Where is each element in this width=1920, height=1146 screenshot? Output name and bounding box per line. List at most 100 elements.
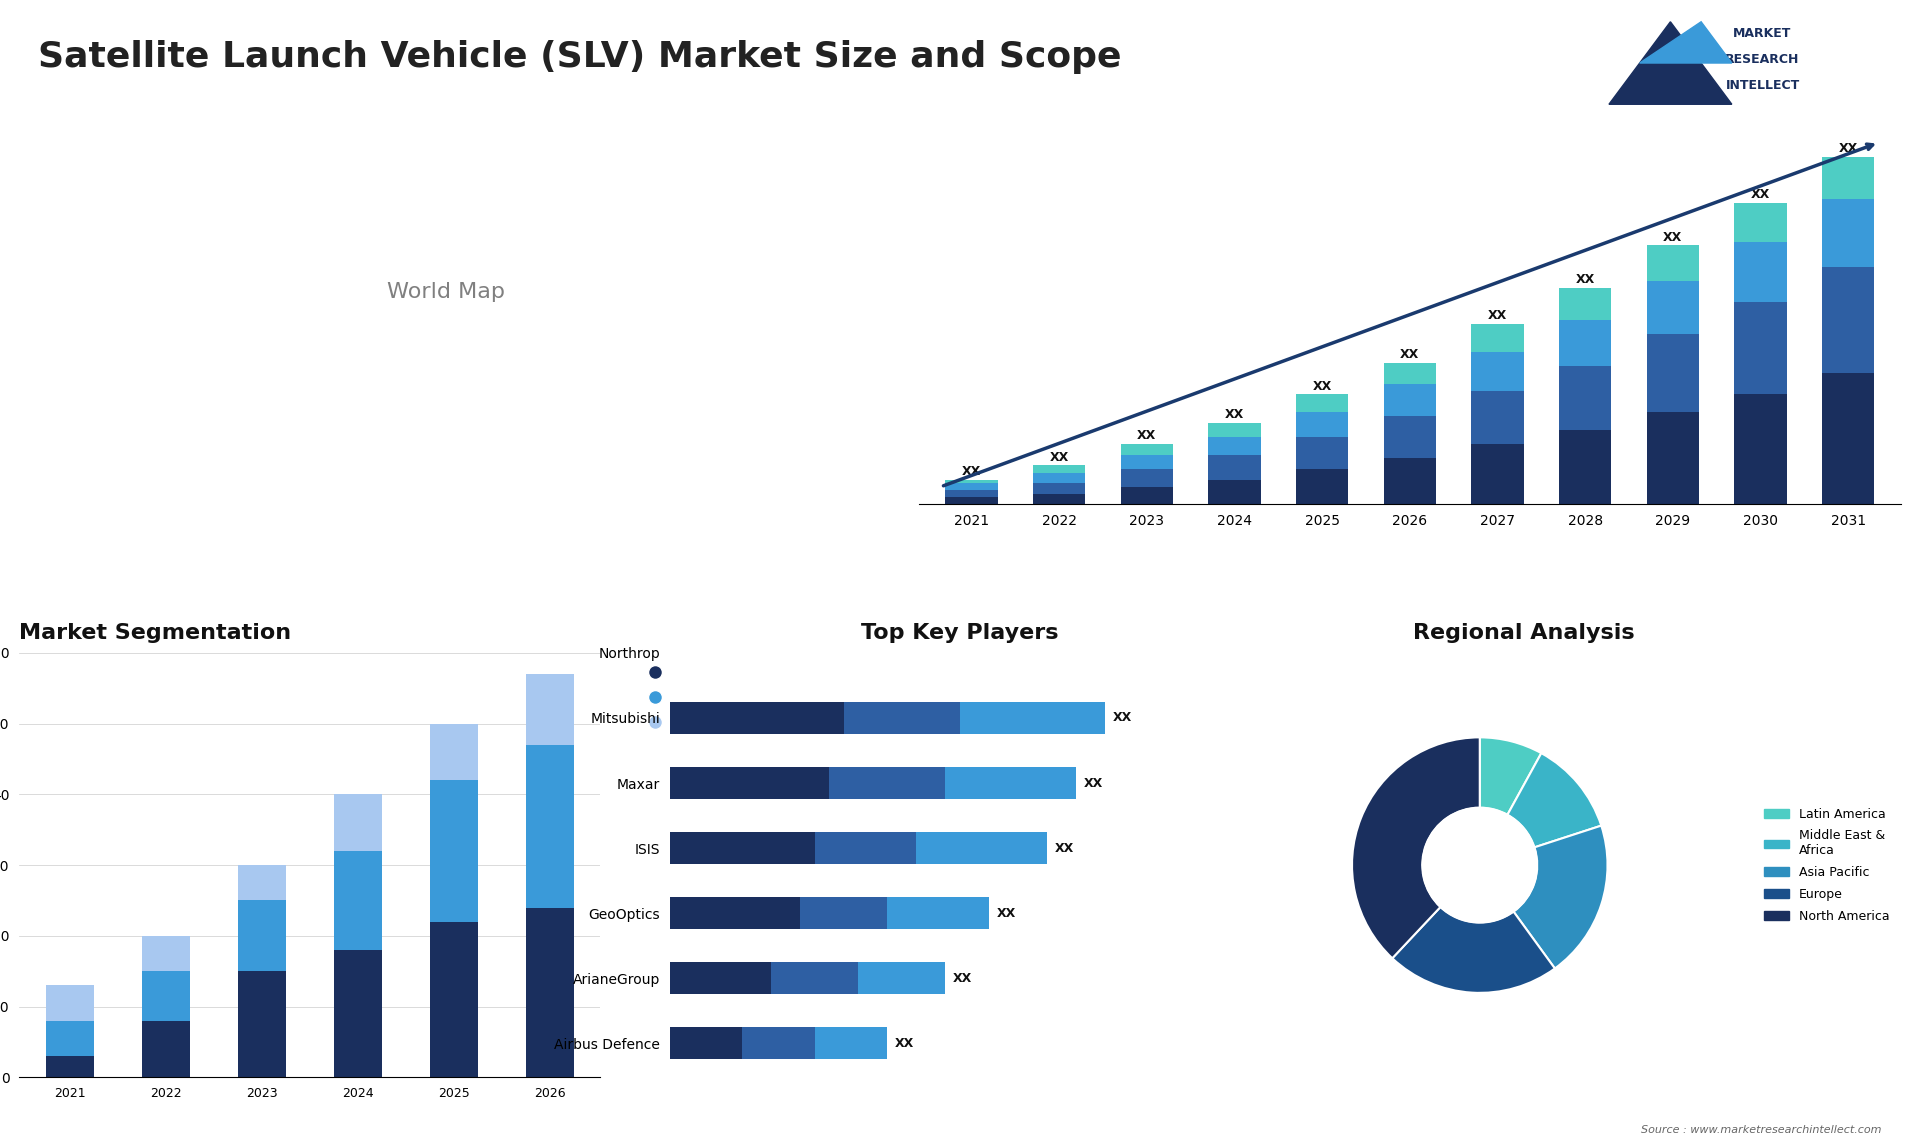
Bar <box>1734 203 1788 242</box>
Text: XX: XX <box>1576 273 1596 286</box>
Bar <box>238 971 286 1077</box>
Bar <box>1734 394 1788 504</box>
Bar <box>772 961 858 995</box>
Legend: Latin America, Middle East &
Africa, Asia Pacific, Europe, North America: Latin America, Middle East & Africa, Asi… <box>1759 802 1895 927</box>
Bar <box>526 745 574 908</box>
Title: Regional Analysis: Regional Analysis <box>1413 623 1634 643</box>
Bar <box>1559 288 1611 320</box>
Bar <box>1121 445 1173 455</box>
Text: XX: XX <box>1839 142 1859 155</box>
Title: Top Key Players: Top Key Players <box>862 623 1058 643</box>
Bar <box>1647 413 1699 504</box>
Text: XX: XX <box>1313 379 1332 393</box>
Bar <box>801 897 887 929</box>
Bar <box>1734 242 1788 303</box>
Bar <box>142 971 190 1021</box>
Bar <box>1734 303 1788 394</box>
Bar <box>1033 465 1085 472</box>
Bar <box>1033 494 1085 504</box>
Bar <box>1033 472 1085 484</box>
Bar <box>945 767 1075 799</box>
Bar <box>46 1055 94 1077</box>
Bar <box>1559 320 1611 366</box>
Bar <box>814 1027 887 1059</box>
Bar <box>1296 469 1348 504</box>
Bar <box>1208 455 1261 480</box>
Text: RESEARCH: RESEARCH <box>1726 53 1799 66</box>
Text: XX: XX <box>996 906 1016 919</box>
Bar <box>1471 323 1524 352</box>
Bar <box>1384 458 1436 504</box>
Text: XX: XX <box>1751 188 1770 201</box>
Bar <box>945 480 998 484</box>
Bar <box>430 723 478 780</box>
Bar <box>1033 484 1085 494</box>
Bar <box>334 794 382 851</box>
Text: Market Segmentation: Market Segmentation <box>19 623 292 643</box>
Text: XX: XX <box>1050 450 1069 464</box>
Bar <box>814 832 916 864</box>
Bar <box>526 908 574 1077</box>
Text: INTELLECT: INTELLECT <box>1726 79 1799 92</box>
Bar <box>1647 245 1699 281</box>
Bar <box>1384 416 1436 458</box>
Bar <box>1822 157 1874 199</box>
Bar <box>430 921 478 1077</box>
Bar <box>945 497 998 504</box>
Text: XX: XX <box>952 972 972 984</box>
Bar <box>1822 267 1874 374</box>
Bar <box>142 1021 190 1077</box>
Bar <box>1559 430 1611 504</box>
Bar <box>1559 366 1611 430</box>
Bar <box>1471 352 1524 391</box>
Bar <box>1208 423 1261 437</box>
Bar <box>960 701 1106 735</box>
Bar <box>887 897 989 929</box>
Bar <box>1296 413 1348 437</box>
Bar <box>916 832 1046 864</box>
Bar <box>945 484 998 490</box>
Text: XX: XX <box>895 1037 914 1050</box>
Bar <box>1296 437 1348 469</box>
Bar <box>1121 455 1173 469</box>
Bar <box>1384 362 1436 384</box>
Bar <box>670 1027 743 1059</box>
Bar <box>46 1021 94 1055</box>
Bar <box>1471 445 1524 504</box>
Text: Source : www.marketresearchintellect.com: Source : www.marketresearchintellect.com <box>1642 1124 1882 1135</box>
Bar <box>670 832 814 864</box>
Bar <box>743 1027 814 1059</box>
Bar <box>845 701 960 735</box>
Bar <box>1471 391 1524 445</box>
Bar <box>1208 480 1261 504</box>
Bar <box>1208 437 1261 455</box>
Bar <box>526 674 574 745</box>
Bar <box>670 701 845 735</box>
Bar <box>1296 394 1348 413</box>
Bar <box>238 901 286 971</box>
Bar <box>945 490 998 497</box>
Bar <box>670 767 829 799</box>
Bar <box>1647 281 1699 335</box>
Text: XX: XX <box>1400 347 1419 361</box>
Text: XX: XX <box>962 465 981 478</box>
Text: MARKET: MARKET <box>1734 28 1791 40</box>
Bar <box>829 767 945 799</box>
Text: XX: XX <box>1054 841 1073 855</box>
Text: XX: XX <box>1663 230 1682 244</box>
Bar <box>334 950 382 1077</box>
Bar <box>142 936 190 971</box>
Text: XX: XX <box>1137 430 1156 442</box>
Bar <box>238 865 286 901</box>
Text: World Map: World Map <box>388 282 505 303</box>
Bar <box>46 986 94 1021</box>
Text: Satellite Launch Vehicle (SLV) Market Size and Scope: Satellite Launch Vehicle (SLV) Market Si… <box>38 40 1121 74</box>
Bar <box>858 961 945 995</box>
Bar <box>1121 469 1173 487</box>
Text: XX: XX <box>1083 777 1102 790</box>
Bar <box>430 780 478 921</box>
Legend: Type, Application, Geography: Type, Application, Geography <box>636 660 764 736</box>
Polygon shape <box>1640 22 1732 63</box>
Bar <box>1384 384 1436 416</box>
Text: XX: XX <box>1488 308 1507 322</box>
